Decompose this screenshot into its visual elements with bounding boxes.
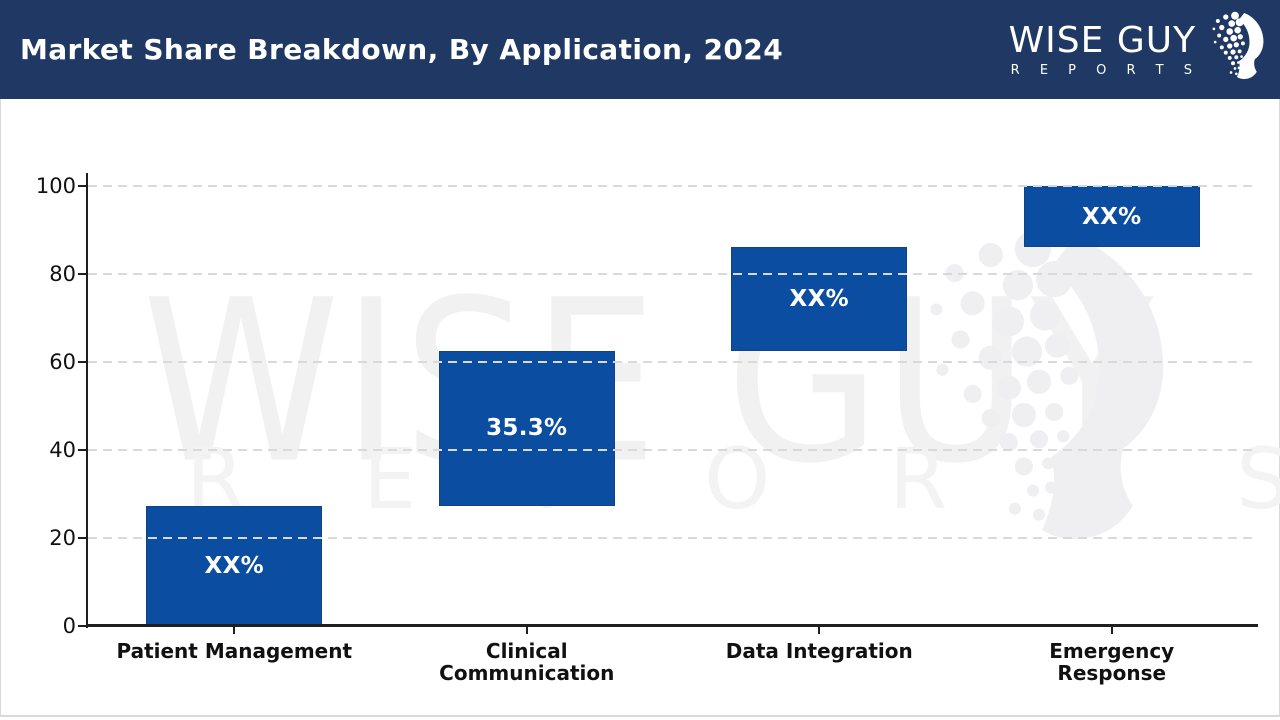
y-tick-label-40: 40: [49, 438, 76, 462]
gridline-100: [88, 185, 1258, 187]
gridline-20: [88, 537, 1258, 539]
y-tick-label-100: 100: [35, 174, 76, 198]
bar-segment-2: XX%: [731, 247, 908, 351]
bar-value-label-0: XX%: [204, 552, 264, 579]
brand-logo-text: WISE GUY R E P O R T S: [1005, 20, 1200, 79]
x-category-label-2: Data Integration: [725, 639, 913, 663]
bar-value-label-3: XX%: [1082, 203, 1142, 230]
page-title: Market Share Breakdown, By Application, …: [20, 33, 784, 66]
brand-tagline: R E P O R T S: [1010, 63, 1200, 78]
y-tick-label-20: 20: [49, 526, 76, 550]
bar-segment-3: XX%: [1023, 186, 1200, 248]
header-bar: Market Share Breakdown, By Application, …: [0, 0, 1280, 99]
x-category-label-3: Emergency Response: [1049, 639, 1175, 685]
bar-segment-0: XX%: [146, 505, 323, 626]
y-tick-0: [78, 625, 87, 627]
y-tick-label-80: 80: [49, 262, 76, 286]
gridline-40: [88, 449, 1258, 451]
y-tick-20: [78, 537, 87, 539]
bar-value-label-1: 35.3%: [486, 415, 568, 442]
x-category-label-0: Patient Management: [116, 639, 353, 663]
y-tick-label-0: 0: [62, 614, 76, 638]
x-tick-1: [525, 627, 528, 634]
y-axis-line: [86, 173, 88, 628]
brand-logo: WISE GUY R E P O R T S: [1005, 4, 1268, 96]
y-tick-60: [78, 361, 87, 363]
y-tick-100: [78, 185, 87, 187]
watermark-brand-name: WISE GUY: [142, 252, 1156, 514]
y-tick-40: [78, 449, 87, 451]
bar-segment-1: 35.3%: [438, 350, 615, 506]
x-tick-0: [233, 627, 236, 634]
y-tick-80: [78, 273, 87, 275]
x-category-label-1: Clinical Communication: [439, 639, 615, 685]
brand-name: WISE GUY: [1008, 20, 1197, 61]
x-axis-line: [86, 624, 1258, 627]
y-tick-label-60: 60: [49, 350, 76, 374]
x-tick-3: [1110, 627, 1113, 634]
x-tick-2: [818, 627, 821, 634]
gridline-60: [88, 361, 1258, 363]
bar-value-label-2: XX%: [789, 285, 849, 312]
gridline-80: [88, 273, 1258, 275]
